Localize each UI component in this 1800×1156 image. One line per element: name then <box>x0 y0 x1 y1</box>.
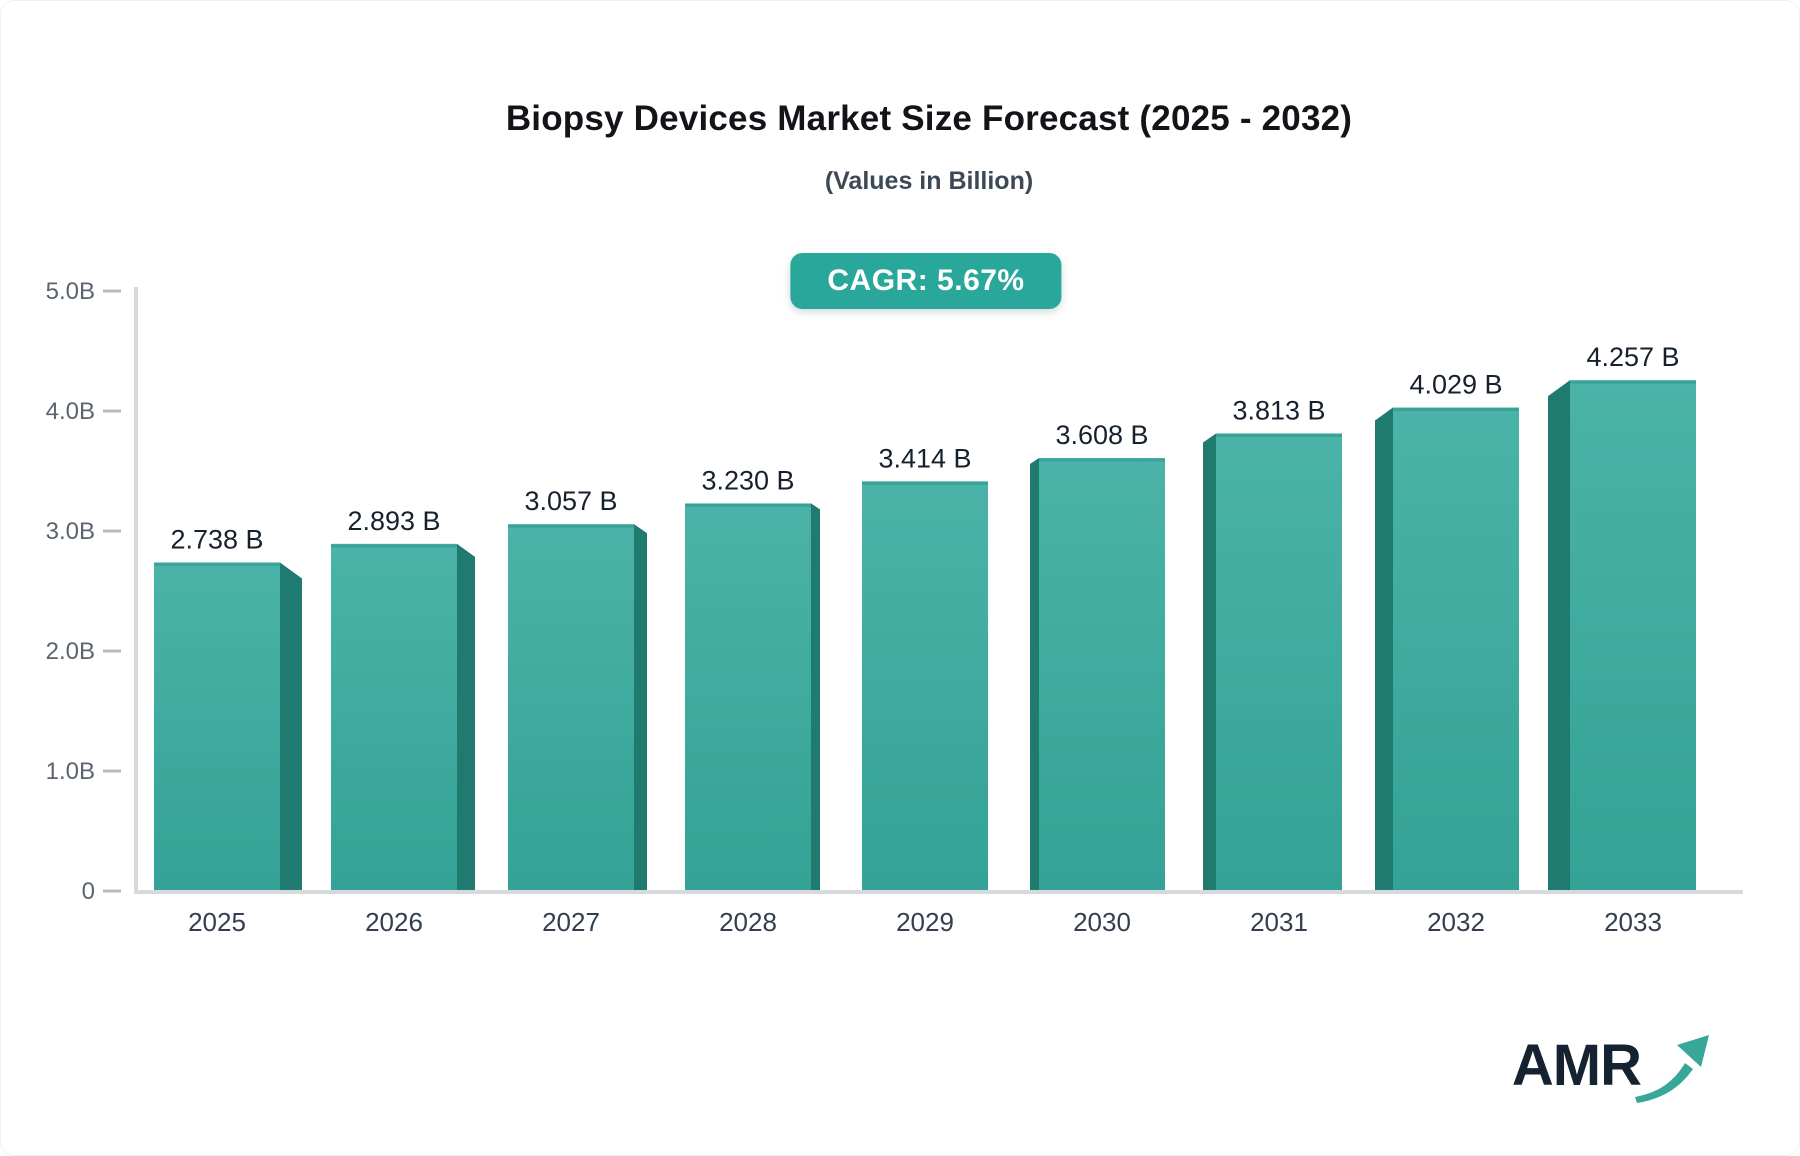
x-tick-label: 2029 <box>896 907 954 937</box>
x-tick-label: 2032 <box>1427 907 1485 937</box>
bar-side-face <box>1030 458 1039 891</box>
bar-side-face <box>1375 407 1393 891</box>
bar-side-face <box>811 503 820 891</box>
bar-2033: 4.257 B <box>1548 342 1696 891</box>
bar-value-label: 3.608 B <box>1055 420 1148 450</box>
x-tick-label: 2028 <box>719 907 777 937</box>
bar-side-face <box>280 562 302 891</box>
bar-front-face <box>1216 433 1342 891</box>
amr-logo: AMR <box>1511 1033 1711 1105</box>
y-tick-label: 0 <box>82 878 95 905</box>
chart-subtitle: (Values in Billion) <box>824 167 1034 195</box>
x-tick-label: 2026 <box>365 907 423 937</box>
bar-value-label: 3.230 B <box>701 465 794 495</box>
bar-2030: 3.608 B <box>1030 420 1165 891</box>
bar-value-label: 3.057 B <box>524 486 617 516</box>
bar-value-label: 4.029 B <box>1409 370 1502 400</box>
bar-front-face <box>1039 458 1165 891</box>
cagr-badge: CAGR: 5.67% <box>790 253 1062 309</box>
bar-value-label: 3.813 B <box>1232 395 1325 425</box>
bar-2029: 3.414 B <box>862 443 988 891</box>
bar-front-face <box>685 503 811 891</box>
y-tick-label: 2.0B <box>46 638 95 665</box>
bar-value-label: 2.738 B <box>170 524 263 554</box>
amr-logo-text: AMR <box>1511 1033 1642 1098</box>
bar-front-face <box>1570 380 1696 891</box>
bar-2027: 3.057 B <box>508 486 647 891</box>
bar-2031: 3.813 B <box>1203 395 1342 891</box>
bar-value-label: 4.257 B <box>1586 342 1679 372</box>
bar-front-face <box>331 543 457 891</box>
x-tick-label: 2025 <box>188 907 246 937</box>
bar-front-face <box>154 562 280 891</box>
bar-2025: 2.738 B <box>154 524 302 891</box>
x-tick-label: 2031 <box>1250 907 1308 937</box>
bar-2028: 3.230 B <box>685 465 820 891</box>
bar-side-face <box>634 524 647 891</box>
bar-front-face <box>862 481 988 891</box>
chart-title: Biopsy Devices Market Size Forecast (202… <box>505 99 1353 138</box>
x-tick-label: 2033 <box>1604 907 1662 937</box>
y-tick-label: 3.0B <box>46 518 95 545</box>
bar-front-face <box>508 524 634 891</box>
bar-2032: 4.029 B <box>1375 370 1519 891</box>
bar-side-face <box>1548 380 1570 891</box>
y-tick-label: 4.0B <box>46 398 95 425</box>
x-tick-label: 2030 <box>1073 907 1131 937</box>
y-tick-label: 1.0B <box>46 758 95 785</box>
bar-value-label: 2.893 B <box>347 506 440 536</box>
bar-side-face <box>1203 433 1216 891</box>
bar-side-face <box>457 543 475 891</box>
bar-value-label: 3.414 B <box>878 443 971 473</box>
bar-front-face <box>1393 407 1519 891</box>
x-tick-label: 2027 <box>542 907 600 937</box>
bar-2026: 2.893 B <box>331 506 475 891</box>
growth-arrow-icon <box>1635 1035 1709 1103</box>
y-tick-label: 5.0B <box>46 278 95 305</box>
